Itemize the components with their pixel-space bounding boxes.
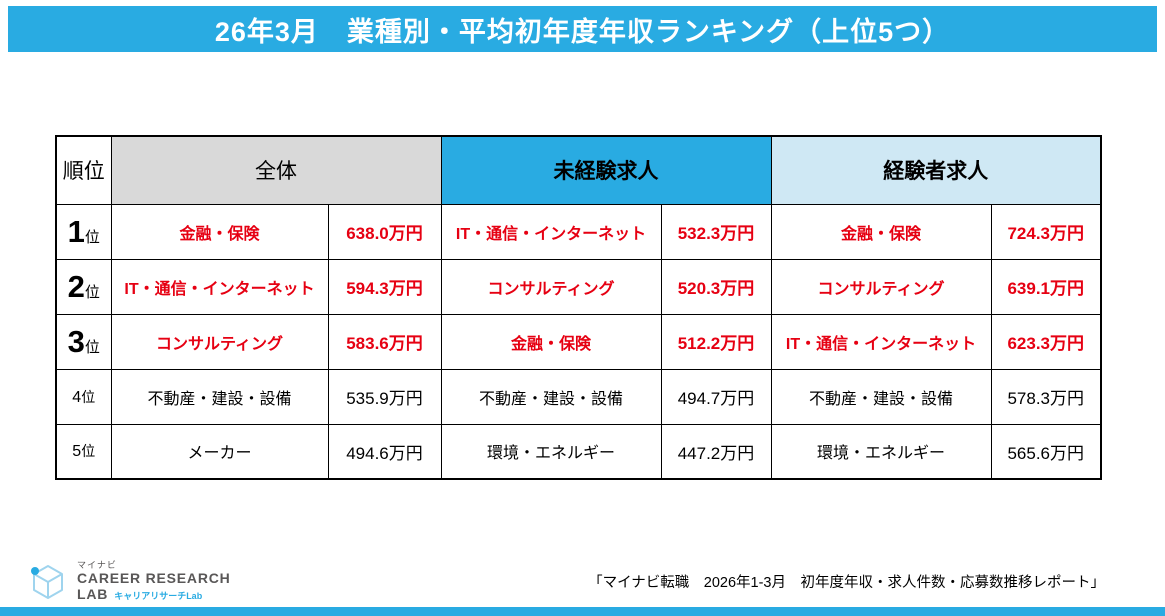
salary-cell: 494.6万円	[327, 423, 442, 480]
title-bar: 26年3月 業種別・平均初年度年収ランキング（上位5つ）	[8, 6, 1157, 52]
industry-cell: IT・通信・インターネット	[110, 258, 329, 315]
rank-suffix: 位	[84, 284, 100, 301]
rank-cell: 1位	[55, 203, 112, 260]
header-experienced: 経験者求人	[770, 135, 1102, 205]
salary-cell: 594.3万円	[327, 258, 442, 315]
rank-cell: 4位	[55, 368, 112, 425]
header-inexperienced: 未経験求人	[440, 135, 772, 205]
salary-cell: 565.6万円	[990, 423, 1102, 480]
header-rank: 順位	[55, 135, 112, 205]
salary-cell: 532.3万円	[660, 203, 772, 260]
logo-lab: LAB	[77, 585, 109, 602]
table-row: 1位 金融・保険 638.0万円 IT・通信・インターネット 532.3万円 金…	[55, 203, 1102, 260]
industry-cell: 環境・エネルギー	[440, 423, 662, 480]
bottom-accent-bar	[0, 607, 1165, 616]
salary-cell: 583.6万円	[327, 313, 442, 370]
table-row: 5位 メーカー 494.6万円 環境・エネルギー 447.2万円 環境・エネルギ…	[55, 423, 1102, 480]
logo-sub: キャリアリサーチLab	[114, 590, 203, 601]
rank-suffix: 位	[81, 388, 96, 405]
industry-cell: 環境・エネルギー	[770, 423, 992, 480]
salary-cell: 578.3万円	[990, 368, 1102, 425]
mynavi-logo: マイナビ CAREER RESEARCH LAB キャリアリサーチLab	[28, 560, 231, 602]
salary-cell: 512.2万円	[660, 313, 772, 370]
salary-cell: 638.0万円	[327, 203, 442, 260]
industry-cell: IT・通信・インターネット	[440, 203, 662, 260]
salary-cell: 623.3万円	[990, 313, 1102, 370]
rank-number: 1	[67, 214, 85, 249]
industry-cell: IT・通信・インターネット	[770, 313, 992, 370]
industry-cell: コンサルティング	[440, 258, 662, 315]
industry-cell: コンサルティング	[770, 258, 992, 315]
rank-number: 3	[67, 324, 85, 359]
industry-cell: コンサルティング	[110, 313, 329, 370]
industry-cell: 不動産・建設・設備	[110, 368, 329, 425]
industry-cell: 金融・保険	[440, 313, 662, 370]
rank-suffix: 位	[84, 339, 100, 356]
header-overall: 全体	[110, 135, 442, 205]
ranking-table: 順位 全体 未経験求人 経験者求人 1位 金融・保険 638.0万円 IT・通信…	[55, 135, 1102, 480]
table-row: 3位 コンサルティング 583.6万円 金融・保険 512.2万円 IT・通信・…	[55, 313, 1102, 370]
page-title: 26年3月 業種別・平均初年度年収ランキング（上位5つ）	[214, 16, 951, 47]
ranking-table-container: 順位 全体 未経験求人 経験者求人 1位 金融・保険 638.0万円 IT・通信…	[55, 135, 1102, 480]
header-row: 順位 全体 未経験求人 経験者求人	[55, 135, 1102, 205]
table-row: 4位 不動産・建設・設備 535.9万円 不動産・建設・設備 494.7万円 不…	[55, 368, 1102, 425]
rank-suffix: 位	[81, 443, 96, 460]
rank-number: 4	[72, 388, 82, 406]
industry-cell: 不動産・建設・設備	[440, 368, 662, 425]
rank-number: 5	[72, 443, 82, 461]
salary-cell: 639.1万円	[990, 258, 1102, 315]
salary-cell: 447.2万円	[660, 423, 772, 480]
table-row: 2位 IT・通信・インターネット 594.3万円 コンサルティング 520.3万…	[55, 258, 1102, 315]
mynavi-cube-icon	[31, 564, 63, 599]
rank-cell: 5位	[55, 423, 112, 480]
industry-cell: 不動産・建設・設備	[770, 368, 992, 425]
industry-cell: メーカー	[110, 423, 329, 480]
industry-cell: 金融・保険	[110, 203, 329, 260]
logo-text: マイナビ CAREER RESEARCH LAB キャリアリサーチLab	[77, 560, 231, 602]
salary-cell: 520.3万円	[660, 258, 772, 315]
logo-brand: マイナビ	[77, 560, 117, 571]
logo-line1: CAREER RESEARCH	[77, 570, 231, 587]
industry-cell: 金融・保険	[770, 203, 992, 260]
salary-cell: 494.7万円	[660, 368, 772, 425]
rank-cell: 2位	[55, 258, 112, 315]
rank-number: 2	[67, 269, 85, 304]
salary-cell: 535.9万円	[327, 368, 442, 425]
rank-suffix: 位	[84, 229, 100, 246]
rank-cell: 3位	[55, 313, 112, 370]
salary-cell: 724.3万円	[990, 203, 1102, 260]
source-caption: 「マイナビ転職 2026年1-3月 初年度年収・求人件数・応募数推移レポート」	[588, 575, 1105, 591]
